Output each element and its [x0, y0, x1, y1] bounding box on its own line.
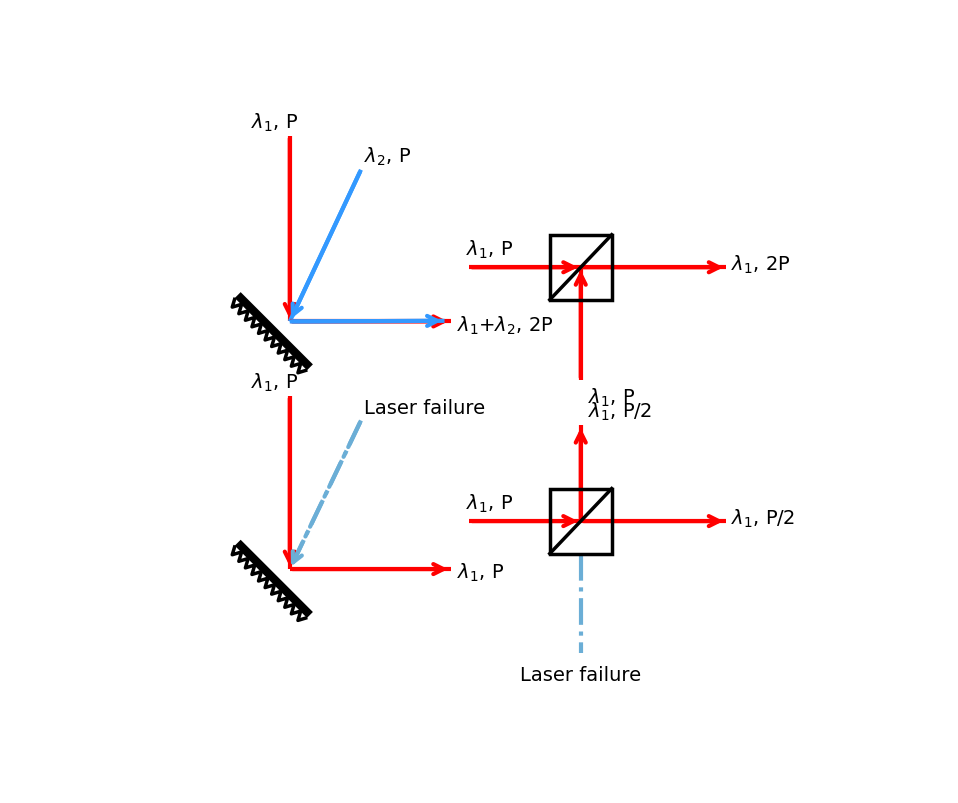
Text: Laser failure: Laser failure [364, 399, 485, 418]
Text: Laser failure: Laser failure [520, 665, 641, 684]
Text: $\lambda_1$, P/2: $\lambda_1$, P/2 [731, 507, 795, 529]
Bar [550, 489, 612, 554]
Text: $\lambda_1$+$\lambda_2$, 2P: $\lambda_1$+$\lambda_2$, 2P [457, 314, 554, 336]
Text: $\lambda_1$, P: $\lambda_1$, P [467, 491, 513, 514]
Text: $\lambda_2$, P: $\lambda_2$, P [364, 145, 411, 168]
Text: $\lambda_1$, P: $\lambda_1$, P [251, 371, 298, 393]
Text: $\lambda_1$, P: $\lambda_1$, P [588, 385, 635, 408]
Text: $\lambda_1$, P: $\lambda_1$, P [457, 561, 504, 584]
Text: $\lambda_1$, P/2: $\lambda_1$, P/2 [588, 400, 652, 422]
Text: $\lambda_1$, P: $\lambda_1$, P [467, 238, 513, 260]
Bar [550, 235, 612, 300]
Text: $\lambda_1$, P: $\lambda_1$, P [251, 111, 298, 133]
Text: $\lambda_1$, 2P: $\lambda_1$, 2P [731, 254, 790, 276]
